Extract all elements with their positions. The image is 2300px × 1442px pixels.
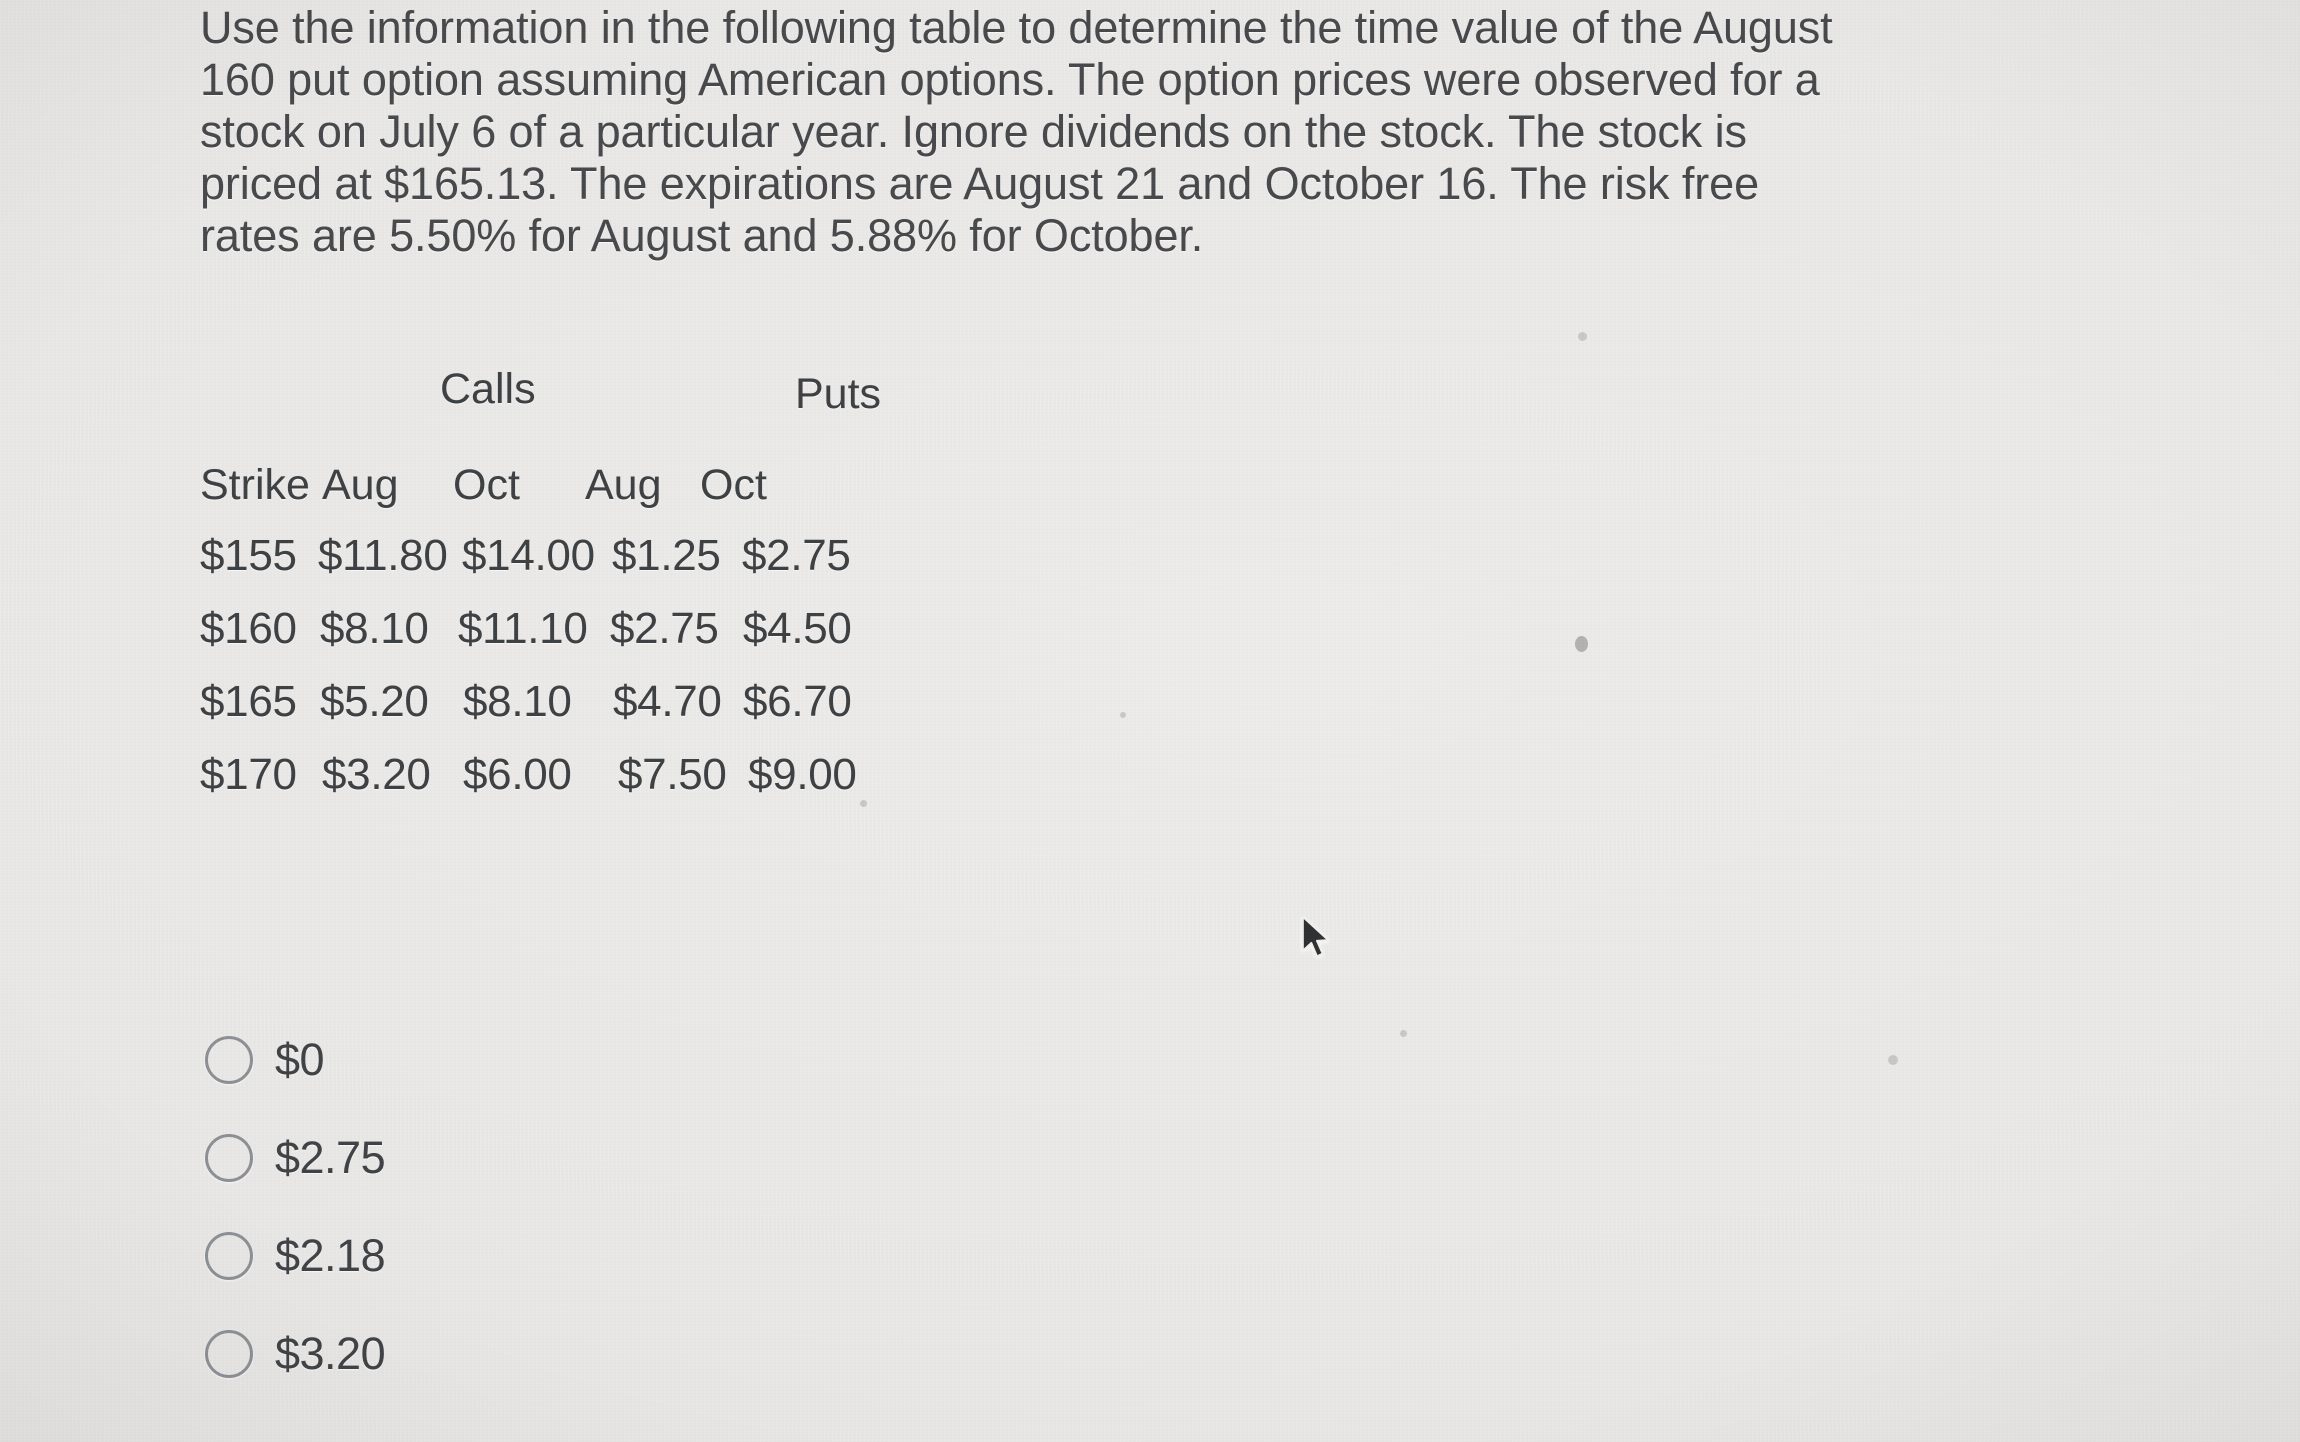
arrow-pointer-cursor [1301,915,1330,958]
question-line-1: Use the information in the following tab… [200,2,1833,53]
table-row: $160 $8.10 $11.10 $2.75 $4.50 [200,604,1250,677]
answer-choice-2[interactable]: $2.75 [205,1124,905,1192]
answer-choice-list: $0 $2.75 $2.18 $3.20 [205,1026,905,1418]
cell-call-aug: $11.80 [318,531,448,580]
screen-speck [1578,332,1587,341]
screen-speck [1888,1055,1898,1065]
answer-choice-label: $0 [275,1034,325,1085]
radio-button-icon[interactable] [205,1134,253,1182]
question-prompt: Use the information in the following tab… [200,2,1960,262]
cell-put-aug: $7.50 [618,750,727,799]
cell-call-aug: $3.20 [322,750,431,799]
table-row: $165 $5.20 $8.10 $4.70 $6.70 [200,677,1250,750]
cell-put-oct: $4.50 [743,604,852,653]
radio-button-icon[interactable] [205,1232,253,1280]
cell-call-oct: $6.00 [463,750,572,799]
answer-choice-label: $2.75 [275,1132,386,1183]
column-header-put-aug: Aug [585,461,662,509]
group-header-calls: Calls [440,365,536,413]
question-line-5: rates are 5.50% for August and 5.88% for… [200,210,1204,261]
cell-strike: $170 [200,750,297,799]
cell-put-aug: $2.75 [610,604,719,653]
cell-put-oct: $6.70 [743,677,852,726]
cell-put-oct: $2.75 [742,531,851,580]
table-column-header-row: Strike Aug Oct Aug Oct [200,431,1250,531]
answer-choice-3[interactable]: $2.18 [205,1222,905,1290]
answer-choice-4[interactable]: $3.20 [205,1320,905,1388]
cell-put-oct: $9.00 [748,750,857,799]
column-header-call-aug: Aug [322,461,399,509]
option-price-table: Calls Puts Strike Aug Oct Aug Oct $155 $… [200,365,1250,823]
screen-speck [1400,1030,1407,1037]
cell-strike: $155 [200,531,297,580]
cell-call-aug: $8.10 [320,604,429,653]
cell-strike: $160 [200,604,297,653]
cell-call-aug: $5.20 [320,677,429,726]
screen-speck [1575,636,1588,652]
question-line-3: stock on July 6 of a particular year. Ig… [200,106,1747,157]
question-line-2: 160 put option assuming American options… [200,54,1820,105]
radio-button-icon[interactable] [205,1330,253,1378]
table-group-header-row: Calls Puts [200,365,1250,431]
table-row: $155 $11.80 $14.00 $1.25 $2.75 [200,531,1250,604]
cell-call-oct: $8.10 [463,677,572,726]
question-line-4: priced at $165.13. The expirations are A… [200,158,1760,209]
column-header-call-oct: Oct [453,461,520,509]
column-header-put-oct: Oct [700,461,767,509]
answer-choice-label: $3.20 [275,1328,386,1379]
answer-choice-1[interactable]: $0 [205,1026,905,1094]
cell-strike: $165 [200,677,297,726]
table-row: $170 $3.20 $6.00 $7.50 $9.00 [200,750,1250,823]
cell-put-aug: $1.25 [612,531,721,580]
radio-button-icon[interactable] [205,1036,253,1084]
answer-choice-label: $2.18 [275,1230,386,1281]
cell-call-oct: $14.00 [462,531,595,580]
column-header-strike: Strike [200,461,310,509]
cell-put-aug: $4.70 [613,677,722,726]
group-header-puts: Puts [795,370,882,418]
cell-call-oct: $11.10 [458,604,588,653]
